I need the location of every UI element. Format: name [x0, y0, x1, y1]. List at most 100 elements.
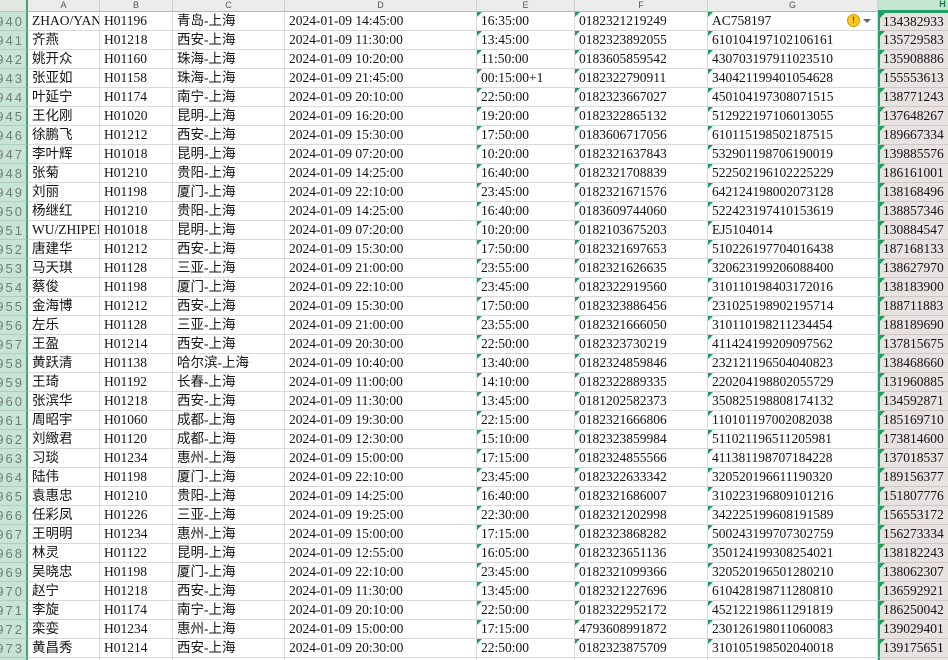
cell-departure-datetime[interactable]: 2024-01-09 20:30:00: [285, 639, 477, 658]
cell-flight-number[interactable]: H01196: [100, 12, 173, 31]
cell-flight-number[interactable]: H01198: [100, 563, 173, 582]
cell-departure-datetime[interactable]: 2024-01-09 15:00:00: [285, 449, 477, 468]
cell-booking-number[interactable]: 0181202582373: [575, 392, 708, 411]
cell-arrival-time[interactable]: 15:10:00: [477, 430, 575, 449]
row-number[interactable]: 958: [0, 354, 28, 373]
cell-passenger-name[interactable]: 李叶辉: [28, 145, 100, 164]
cell-flight-number[interactable]: H01158: [100, 69, 173, 88]
row-number[interactable]: 951: [0, 221, 28, 240]
cell-departure-datetime[interactable]: 2024-01-09 14:25:00: [285, 487, 477, 506]
cell-route[interactable]: 西安-上海: [173, 31, 285, 50]
row-number[interactable]: 968: [0, 544, 28, 563]
cell-departure-datetime[interactable]: 2024-01-09 19:25:00: [285, 506, 477, 525]
cell-departure-datetime[interactable]: 2024-01-09 15:00:00: [285, 620, 477, 639]
cell-id-number[interactable]: 310105198502040018: [708, 639, 878, 658]
cell-arrival-time[interactable]: 23:45:00: [477, 468, 575, 487]
cell-passenger-name[interactable]: 王明明: [28, 525, 100, 544]
cell-flight-number[interactable]: H01212: [100, 240, 173, 259]
cell-passenger-name[interactable]: 周昭宇: [28, 411, 100, 430]
cell-departure-datetime[interactable]: 2024-01-09 14:25:00: [285, 164, 477, 183]
cell-id-number[interactable]: 452122198611291819: [708, 601, 878, 620]
cell-flight-number[interactable]: H01198: [100, 183, 173, 202]
row-number[interactable]: 940: [0, 12, 28, 31]
cell-passenger-name[interactable]: 林灵: [28, 544, 100, 563]
cell-phone-number[interactable]: 138771243: [878, 88, 948, 107]
cell-arrival-time[interactable]: 22:15:00: [477, 411, 575, 430]
cell-booking-number[interactable]: 0182321686007: [575, 487, 708, 506]
cell-arrival-time[interactable]: 17:15:00: [477, 525, 575, 544]
cell-arrival-time[interactable]: 00:15:00+1: [477, 69, 575, 88]
row-number[interactable]: 970: [0, 582, 28, 601]
cell-booking-number[interactable]: 0182321099366: [575, 563, 708, 582]
row-number[interactable]: 959: [0, 373, 28, 392]
cell-id-number[interactable]: EJ5104014: [708, 221, 878, 240]
cell-arrival-time[interactable]: 17:50:00: [477, 297, 575, 316]
cell-id-number[interactable]: 430703197911023510: [708, 50, 878, 69]
row-number[interactable]: 950: [0, 202, 28, 221]
cell-passenger-name[interactable]: 王琦: [28, 373, 100, 392]
cell-arrival-time[interactable]: [477, 658, 575, 660]
cell-departure-datetime[interactable]: [285, 658, 477, 660]
cell-flight-number[interactable]: H01120: [100, 430, 173, 449]
cell-route[interactable]: 厦门-上海: [173, 183, 285, 202]
cell-route[interactable]: 惠州-上海: [173, 449, 285, 468]
cell-phone-number[interactable]: 130884547: [878, 221, 948, 240]
cell-arrival-time[interactable]: 11:50:00: [477, 50, 575, 69]
row-number[interactable]: 973: [0, 639, 28, 658]
cell-flight-number[interactable]: H01210: [100, 487, 173, 506]
cell-booking-number[interactable]: 0182321637843: [575, 145, 708, 164]
cell-flight-number[interactable]: H01226: [100, 506, 173, 525]
cell-passenger-name[interactable]: 陆伟: [28, 468, 100, 487]
cell-route[interactable]: 珠海-上海: [173, 50, 285, 69]
cell-phone-number[interactable]: 156273334: [878, 525, 948, 544]
row-number[interactable]: 954: [0, 278, 28, 297]
cell-booking-number[interactable]: 0182321666806: [575, 411, 708, 430]
cell-route[interactable]: 长春-上海: [173, 373, 285, 392]
cell-phone-number[interactable]: 189156377: [878, 468, 948, 487]
row-number[interactable]: 942: [0, 50, 28, 69]
cell-booking-number[interactable]: 0182322919560: [575, 278, 708, 297]
cell-phone-number[interactable]: 139029401: [878, 620, 948, 639]
cell-arrival-time[interactable]: 23:45:00: [477, 563, 575, 582]
cell-route[interactable]: 西安-上海: [173, 240, 285, 259]
cell-route[interactable]: 厦门-上海: [173, 563, 285, 582]
cell-passenger-name[interactable]: 黄昌秀: [28, 639, 100, 658]
cell-id-number[interactable]: 500243199707302759: [708, 525, 878, 544]
column-header-F[interactable]: F: [575, 0, 708, 12]
cell-flight-number[interactable]: H01174: [100, 88, 173, 107]
row-number[interactable]: 944: [0, 88, 28, 107]
cell-route[interactable]: 昆明-上海: [173, 221, 285, 240]
cell-arrival-time[interactable]: 23:55:00: [477, 259, 575, 278]
cell-flight-number[interactable]: [100, 658, 173, 660]
row-number[interactable]: 946: [0, 126, 28, 145]
cell-booking-number[interactable]: 0182323886456: [575, 297, 708, 316]
cell-passenger-name[interactable]: 齐燕: [28, 31, 100, 50]
cell-booking-number[interactable]: 0183605859542: [575, 50, 708, 69]
row-number[interactable]: 971: [0, 601, 28, 620]
cell-departure-datetime[interactable]: 2024-01-09 07:20:00: [285, 145, 477, 164]
cell-route[interactable]: 贵阳-上海: [173, 164, 285, 183]
cell-arrival-time[interactable]: 17:15:00: [477, 449, 575, 468]
cell-phone-number[interactable]: 173814600: [878, 430, 948, 449]
cell-phone-number[interactable]: 139175651: [878, 639, 948, 658]
cell-booking-number[interactable]: 0182322889335: [575, 373, 708, 392]
cell-booking-number[interactable]: 0182323667027: [575, 88, 708, 107]
cell-route[interactable]: 厦门-上海: [173, 278, 285, 297]
cell-passenger-name[interactable]: 姚开众: [28, 50, 100, 69]
cell-route[interactable]: 哈尔滨-上海: [173, 354, 285, 373]
cell-passenger-name[interactable]: 王盈: [28, 335, 100, 354]
cell-arrival-time[interactable]: 22:50:00: [477, 335, 575, 354]
column-header-C[interactable]: C: [173, 0, 285, 12]
cell-passenger-name[interactable]: 赵宁: [28, 582, 100, 601]
cell-passenger-name[interactable]: 张菊: [28, 164, 100, 183]
cell-flight-number[interactable]: H01234: [100, 525, 173, 544]
cell-route[interactable]: 惠州-上海: [173, 525, 285, 544]
cell-id-number[interactable]: 310110198403172016: [708, 278, 878, 297]
cell-id-number[interactable]: 342225199608191589: [708, 506, 878, 525]
cell-passenger-name[interactable]: 唐建华: [28, 240, 100, 259]
cell-passenger-name[interactable]: 金海博: [28, 297, 100, 316]
cell-arrival-time[interactable]: 22:50:00: [477, 639, 575, 658]
cell-id-number[interactable]: [708, 658, 878, 660]
row-number[interactable]: 941: [0, 31, 28, 50]
column-header-H[interactable]: H: [878, 0, 948, 12]
